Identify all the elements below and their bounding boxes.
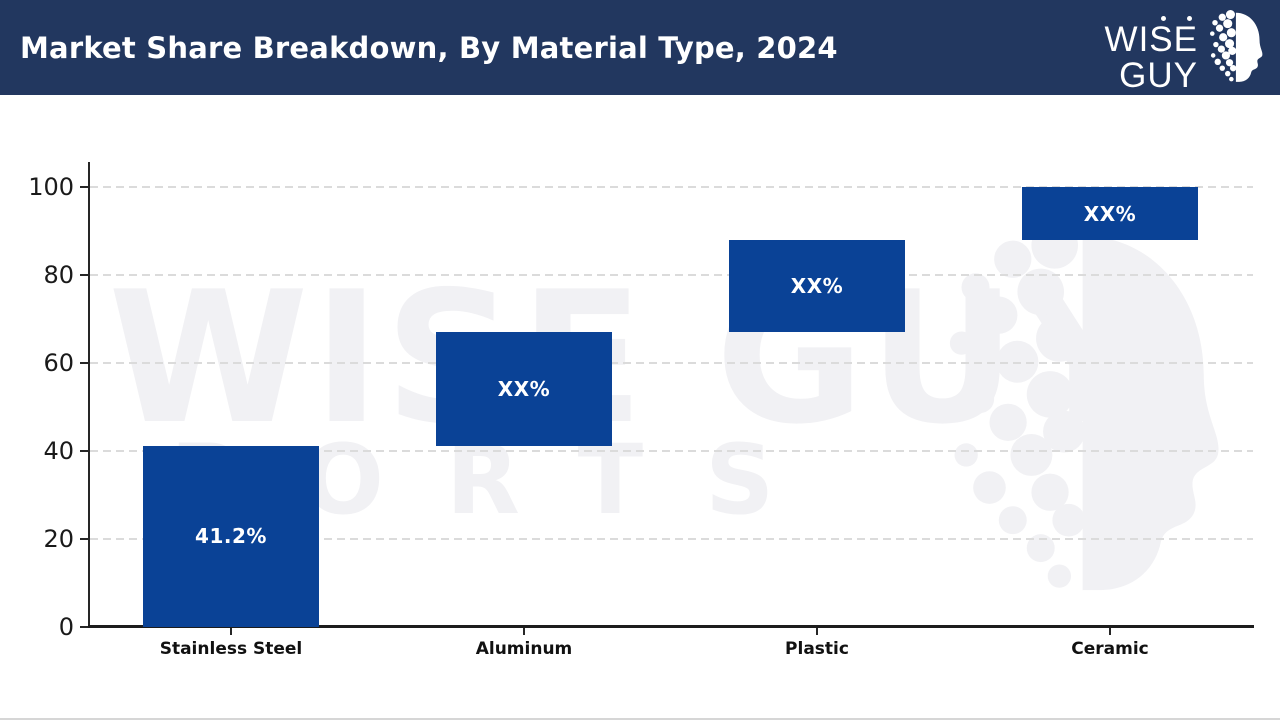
letter-dot-icon xyxy=(1161,16,1166,21)
logo-reports-label: REPORTS xyxy=(1066,96,1196,111)
y-tick-label: 100 xyxy=(28,173,74,201)
gridline xyxy=(90,450,1253,452)
bar-value-label: XX% xyxy=(1083,201,1137,226)
gridline xyxy=(90,274,1253,276)
y-axis-tick xyxy=(80,274,88,276)
bar-segment: XX% xyxy=(436,331,612,446)
logo-wiseguy-label: WISE GUY xyxy=(1104,20,1198,95)
letter-dot-icon xyxy=(1187,16,1192,21)
y-axis-tick xyxy=(80,626,88,628)
wise-guy-logo: WISE GUY REPORTS xyxy=(1016,6,1266,111)
y-tick-label: 80 xyxy=(43,261,74,289)
bottom-border xyxy=(0,718,1280,720)
y-axis-tick xyxy=(80,538,88,540)
y-axis-spine xyxy=(88,162,90,628)
page-title: Market Share Breakdown, By Material Type… xyxy=(20,30,838,65)
y-axis-tick xyxy=(80,362,88,364)
bar-value-label: 41.2% xyxy=(195,524,267,549)
bar-segment: 41.2% xyxy=(143,445,319,627)
x-axis-tick xyxy=(230,628,232,635)
bar-segment: XX% xyxy=(729,240,905,332)
x-axis-tick xyxy=(1109,628,1111,635)
logo-text: WISE GUY REPORTS xyxy=(1016,20,1198,112)
y-axis-tick xyxy=(80,450,88,452)
x-tick-label: Ceramic xyxy=(1071,639,1149,659)
gridline xyxy=(90,362,1253,364)
y-axis-tick xyxy=(80,186,88,188)
wise-guy-head-icon xyxy=(1210,10,1263,82)
bar-value-label: XX% xyxy=(790,273,844,298)
x-axis-tick xyxy=(523,628,525,635)
x-tick-label: Aluminum xyxy=(475,639,573,659)
y-tick-label: 60 xyxy=(43,349,74,377)
x-tick-label: Stainless Steel xyxy=(159,639,303,659)
gridline xyxy=(90,186,1253,188)
x-tick-label: Plastic xyxy=(785,639,849,659)
bar-segment: XX% xyxy=(1022,187,1198,241)
gridline xyxy=(90,538,1253,540)
y-tick-label: 0 xyxy=(58,613,74,641)
x-axis-spine xyxy=(88,625,1254,628)
bar-value-label: XX% xyxy=(497,376,551,401)
y-tick-label: 40 xyxy=(43,437,74,465)
y-tick-label: 20 xyxy=(43,525,74,553)
x-axis-tick xyxy=(816,628,818,635)
header-bar: Market Share Breakdown, By Material Type… xyxy=(0,0,1280,111)
